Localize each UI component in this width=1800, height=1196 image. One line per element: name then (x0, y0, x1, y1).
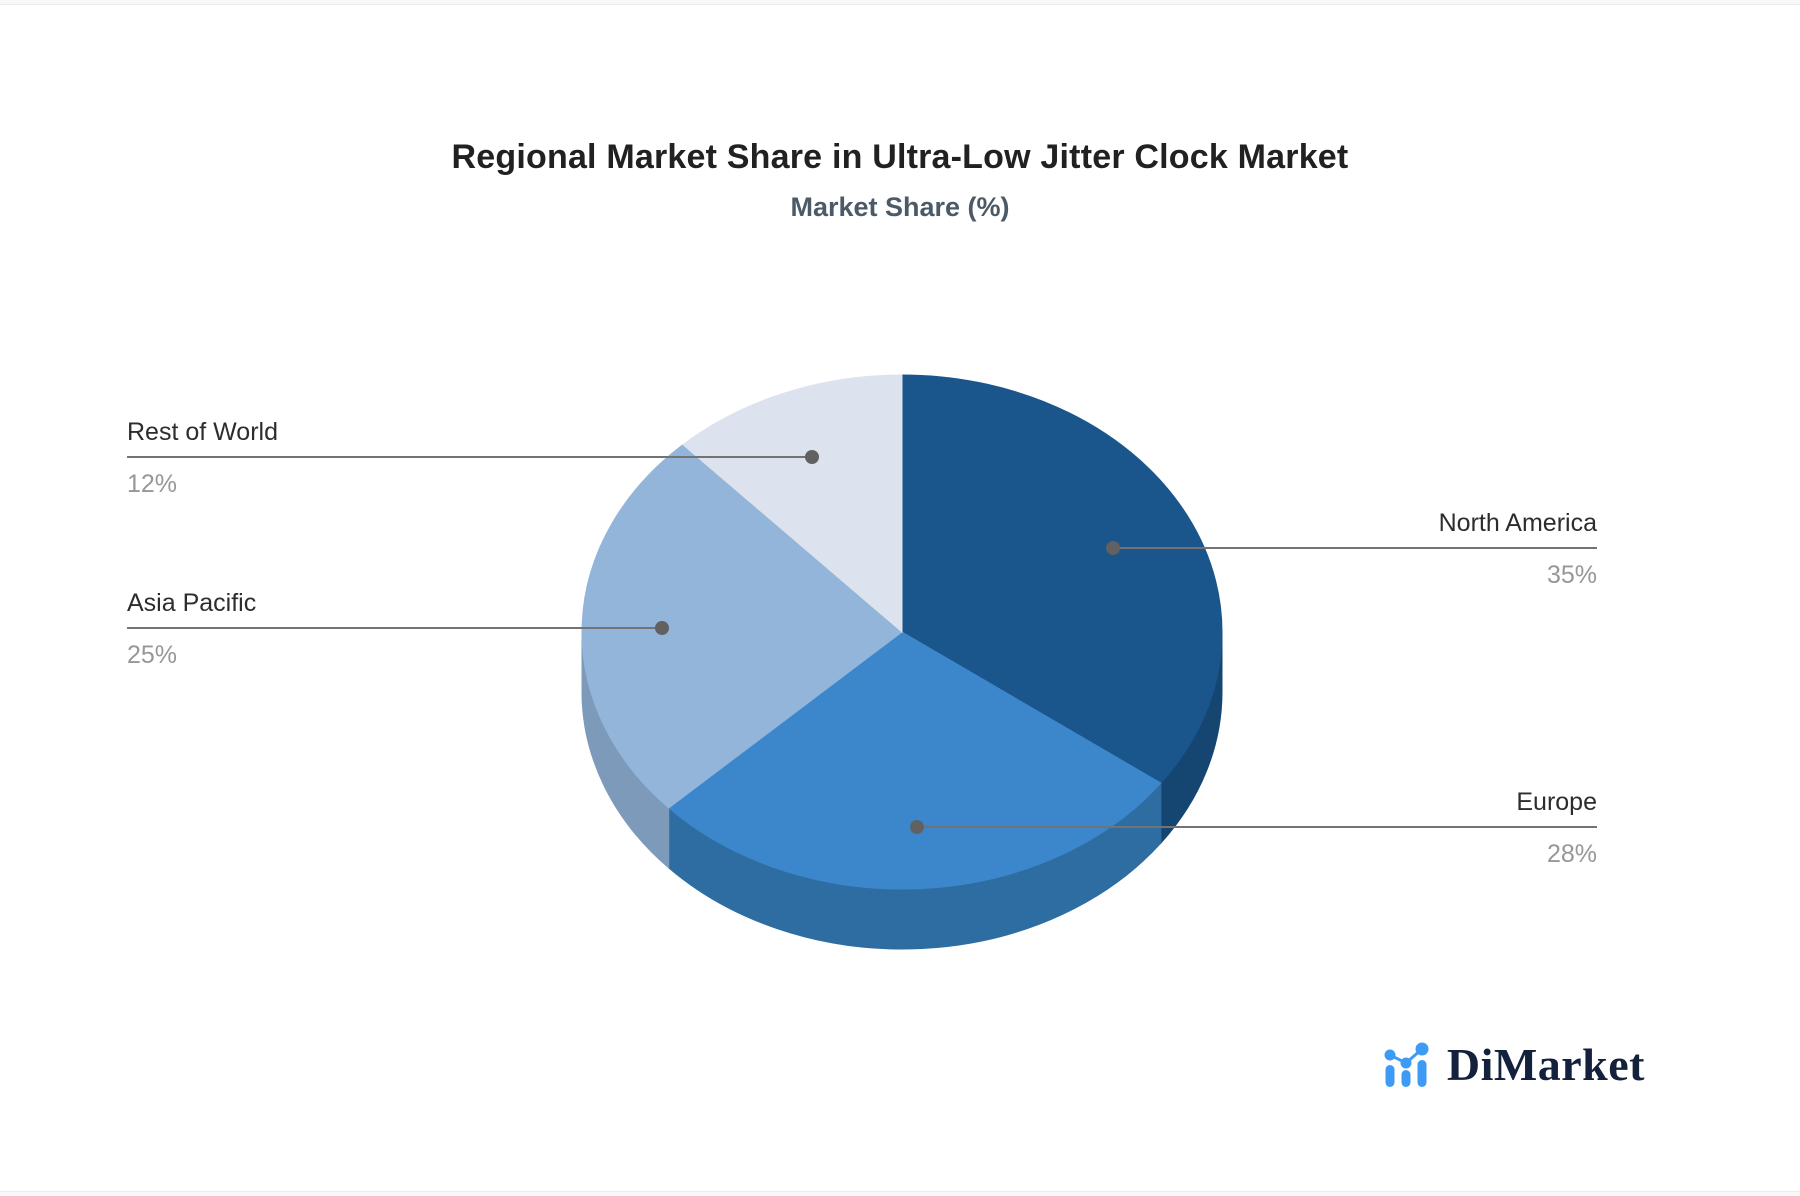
leader-dot-asia-pacific (655, 621, 669, 635)
pie-slice-rest-of-world[interactable] (682, 374, 903, 634)
bottom-edge-strip (0, 1191, 1800, 1196)
pie-slice-north-america[interactable] (901, 374, 1223, 784)
chart-title: Regional Market Share in Ultra-Low Jitte… (451, 138, 1349, 176)
callout-rest-of-world: Rest of World 12% (127, 415, 278, 501)
leader-dot-rest-of-world (805, 450, 819, 464)
callout-north-america: North America 35% (1439, 506, 1597, 592)
callout-asia-pacific: Asia Pacific 25% (127, 586, 256, 672)
callout-label: Europe (1516, 788, 1597, 816)
callout-value: 28% (1546, 840, 1597, 868)
brand-logo: DiMarket (1381, 1038, 1645, 1091)
brand-name: DiMarket (1446, 1039, 1645, 1090)
callout-value: 12% (127, 470, 178, 498)
leader-dot-north-america (1106, 541, 1120, 555)
callout-label: Asia Pacific (127, 589, 257, 617)
pie-slice-asia-pacific[interactable] (581, 444, 903, 809)
chart-subtitle: Market Share (%) (790, 192, 1010, 222)
callout-value: 25% (127, 641, 178, 669)
leader-dot-europe (910, 820, 924, 834)
top-edge-strip (0, 0, 1800, 5)
callout-value: 35% (1546, 561, 1597, 589)
callout-europe: Europe 28% (1516, 785, 1597, 871)
bar-chart-trend-icon (1384, 1042, 1429, 1087)
callout-label: Rest of World (127, 418, 278, 446)
callout-label: North America (1438, 509, 1597, 537)
